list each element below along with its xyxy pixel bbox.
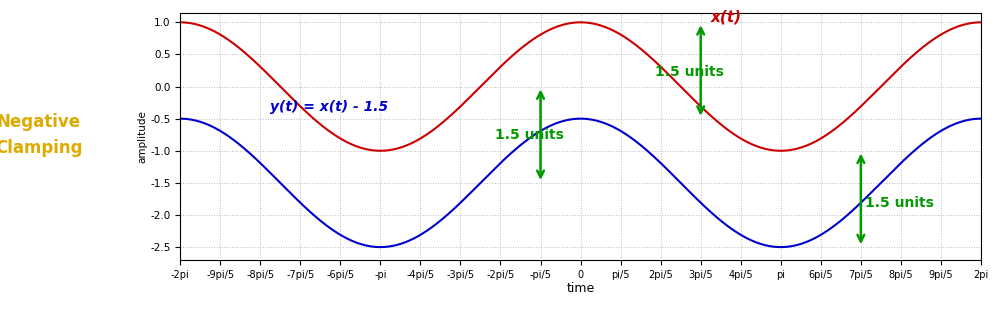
- Text: 1.5 units: 1.5 units: [655, 65, 724, 79]
- Y-axis label: amplitude: amplitude: [137, 110, 147, 163]
- Text: 1.5 units: 1.5 units: [865, 196, 934, 210]
- Text: Negative: Negative: [0, 113, 81, 131]
- Text: Clamping: Clamping: [0, 139, 83, 157]
- X-axis label: time: time: [567, 282, 595, 295]
- Text: 1.5 units: 1.5 units: [494, 128, 564, 142]
- Text: y(t) = x(t) - 1.5: y(t) = x(t) - 1.5: [270, 100, 388, 114]
- Text: x(t): x(t): [711, 9, 742, 24]
